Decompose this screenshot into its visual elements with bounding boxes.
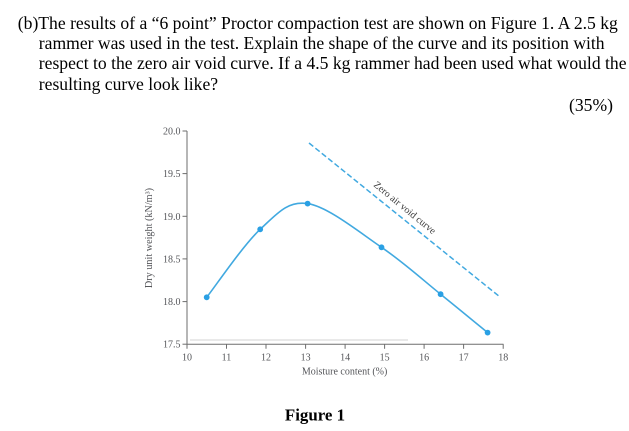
svg-text:Dry unit weight (kN/m³): Dry unit weight (kN/m³) <box>144 188 155 288</box>
svg-text:12: 12 <box>261 353 271 364</box>
svg-text:11: 11 <box>222 353 232 364</box>
svg-text:Figure 1: Figure 1 <box>285 406 345 425</box>
svg-text:19.5: 19.5 <box>163 169 181 180</box>
svg-text:Moisture content (%): Moisture content (%) <box>302 367 388 378</box>
svg-text:17.5: 17.5 <box>163 340 181 351</box>
svg-text:17: 17 <box>459 353 469 364</box>
svg-text:16: 16 <box>419 353 429 364</box>
svg-text:18: 18 <box>498 353 508 364</box>
svg-text:10: 10 <box>182 353 192 364</box>
svg-text:Zero air void curve: Zero air void curve <box>371 180 438 238</box>
svg-text:13: 13 <box>301 353 311 364</box>
svg-text:19.0: 19.0 <box>163 212 181 223</box>
svg-text:18.5: 18.5 <box>163 254 181 265</box>
svg-text:20.0: 20.0 <box>163 127 181 138</box>
svg-text:18.0: 18.0 <box>163 297 181 308</box>
svg-text:14: 14 <box>340 353 350 364</box>
svg-text:15: 15 <box>380 353 390 364</box>
